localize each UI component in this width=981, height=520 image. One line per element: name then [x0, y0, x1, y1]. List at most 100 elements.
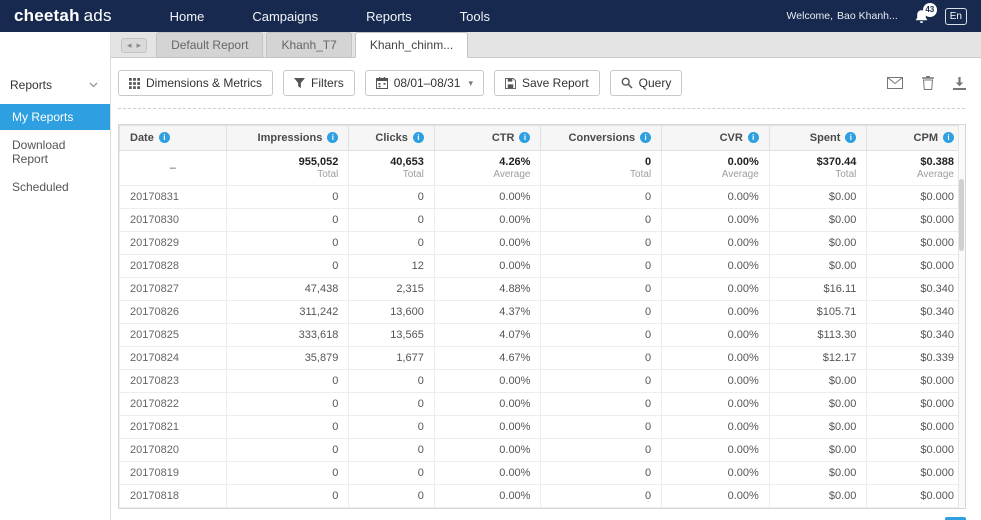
page-button-1[interactable]: 1: [945, 517, 966, 520]
info-icon[interactable]: i: [640, 132, 652, 143]
cell: $0.340: [866, 300, 965, 324]
cell: 12: [348, 254, 435, 278]
total-sublabel: Total: [630, 169, 652, 180]
table-row: 20170823 0 0 0.00% 0 0.00% $0.00 $0.000: [119, 369, 965, 393]
cell: $0.340: [866, 323, 965, 347]
cell: 13,600: [348, 300, 435, 324]
tab-scroll-arrows[interactable]: ◂ ▸: [121, 37, 148, 53]
toolbar: Dimensions & Metrics Filters 08/01–08/31…: [118, 70, 966, 96]
cell: 0.00%: [433, 438, 542, 462]
cell: 0: [540, 323, 663, 347]
cell: 0: [540, 254, 663, 278]
cell: $0.000: [866, 231, 965, 255]
column-header-ctr[interactable]: CTR i: [433, 125, 542, 151]
cell: 13,565: [348, 323, 435, 347]
cell: $0.00: [768, 185, 868, 209]
topnav-menu: Home Campaigns Reports Tools: [170, 9, 490, 24]
column-header-cvr[interactable]: CVR i: [661, 125, 770, 151]
column-header-spent[interactable]: Spent i: [768, 125, 868, 151]
info-icon[interactable]: i: [747, 132, 759, 143]
total-date-cell: –: [119, 150, 227, 186]
cell: 0: [540, 392, 663, 416]
tab-default-report[interactable]: Default Report: [156, 32, 264, 58]
cell: 0.00%: [433, 231, 542, 255]
cell: 0: [348, 208, 435, 232]
cell: 0.00%: [661, 369, 770, 393]
username: Bao Khanh...: [837, 10, 898, 22]
cell: 0: [348, 438, 435, 462]
table-scrollbar-thumb[interactable]: [959, 179, 964, 251]
cell: 0.00%: [661, 254, 770, 278]
cell: 0: [348, 461, 435, 485]
date-range-button[interactable]: 08/01–08/31 ▾: [364, 70, 484, 96]
column-header-impressions[interactable]: Impressions i: [225, 125, 350, 151]
info-icon[interactable]: i: [845, 132, 857, 143]
total-sublabel: Total: [317, 169, 339, 180]
save-report-button[interactable]: Save Report: [493, 70, 600, 96]
cell: 0: [225, 392, 350, 416]
info-icon[interactable]: i: [943, 132, 954, 143]
welcome-label: Welcome,: [786, 10, 834, 22]
info-icon[interactable]: i: [327, 132, 339, 143]
cell: 0: [540, 208, 663, 232]
cell: 0: [225, 415, 350, 439]
tab-scroll-right-icon[interactable]: ▸: [136, 39, 142, 50]
sidebar-item-scheduled[interactable]: Scheduled: [12, 180, 69, 194]
filters-button[interactable]: Filters: [283, 70, 355, 96]
tab-khanh-chinm[interactable]: Khanh_chinm...: [354, 32, 469, 58]
cell: 0: [540, 415, 663, 439]
sidebar-item-my-reports[interactable]: My Reports: [0, 104, 110, 130]
column-header-clicks[interactable]: Clicks i: [348, 125, 435, 151]
sidebar-item-download-report[interactable]: Download Report: [12, 138, 66, 166]
nav-item-reports[interactable]: Reports: [366, 8, 412, 24]
total-sublabel: Total: [835, 169, 857, 180]
funnel-icon: [294, 77, 306, 88]
tab-scroll-left-icon[interactable]: ◂: [127, 39, 132, 50]
save-report-label: Save Report: [521, 76, 589, 90]
language-button[interactable]: En: [944, 7, 967, 25]
info-icon[interactable]: i: [519, 132, 531, 143]
info-icon[interactable]: i: [412, 132, 424, 143]
cell: 0.00%: [433, 208, 542, 232]
cell: 0: [540, 185, 663, 209]
info-icon[interactable]: i: [158, 132, 170, 143]
nav-item-campaigns[interactable]: Campaigns: [252, 8, 319, 24]
query-button[interactable]: Query: [609, 70, 683, 96]
cell: 333,618: [225, 323, 350, 347]
sidebar-section-label: Reports: [10, 78, 53, 92]
delete-report-button[interactable]: [922, 76, 934, 90]
total-sublabel: Total: [402, 169, 424, 180]
date-cell: 20170829: [119, 231, 227, 255]
brand-logo[interactable]: cheetah ads: [14, 6, 112, 26]
nav-item-tools[interactable]: Tools: [459, 8, 491, 24]
column-header-cpm[interactable]: CPM i: [866, 125, 965, 151]
email-report-button[interactable]: [887, 77, 903, 89]
notifications-button[interactable]: 43: [914, 2, 937, 24]
table-row: 20170827 47,438 2,315 4.88% 0 0.00% $16.11 $0.3…: [119, 277, 965, 301]
table-row: 20170831 0 0 0.00% 0 0.00% $0.00 $0.000: [119, 185, 965, 209]
cell: 0: [348, 484, 435, 508]
cell: $0.000: [866, 369, 965, 393]
date-cell: 20170821: [119, 415, 227, 439]
date-cell: 20170822: [119, 392, 227, 416]
dimensions-metrics-button[interactable]: Dimensions & Metrics: [118, 70, 274, 96]
tab-khanh-t7[interactable]: Khanh_T7: [266, 32, 352, 58]
total-cell: $0.388 Average: [866, 150, 965, 186]
cell: $0.00: [768, 231, 868, 255]
total-cell: 955,052 Total: [225, 150, 350, 186]
cell: 0: [540, 484, 663, 508]
table-scrollbar[interactable]: [958, 125, 965, 508]
table-row: 20170820 0 0 0.00% 0 0.00% $0.00 $0.000: [119, 438, 965, 462]
column-header-conversions[interactable]: Conversions i: [540, 125, 663, 151]
table-row: 20170819 0 0 0.00% 0 0.00% $0.00 $0.000: [119, 461, 965, 485]
cell: 0.00%: [433, 415, 542, 439]
column-label: Impressions: [257, 132, 323, 144]
total-value: $0.388: [920, 156, 954, 168]
nav-item-home[interactable]: Home: [169, 8, 205, 24]
download-report-button[interactable]: [953, 76, 966, 90]
sidebar-section-reports[interactable]: Reports: [0, 72, 110, 98]
column-header-date[interactable]: Date i: [119, 125, 227, 151]
welcome-text[interactable]: Welcome, Bao Khanh...: [787, 10, 898, 22]
cell: $0.00: [768, 415, 868, 439]
column-label: Conversions: [568, 132, 636, 144]
